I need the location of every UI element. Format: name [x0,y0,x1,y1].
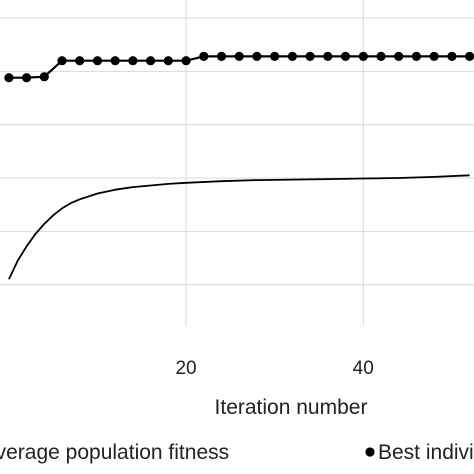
best-individual-point [75,56,85,66]
series-line-average-population-fitness [8,174,470,280]
x-tick-label: 20 [175,358,196,379]
best-individual-point [394,51,404,62]
best-individual-point [181,56,191,66]
best-individual-point [305,51,315,62]
x-axis-title: Iteration number [215,396,368,419]
best-individual-point [447,51,457,62]
best-individual-point [411,51,421,62]
x-axis-tick-labels: 20 40 [175,358,373,379]
best-individual-point [270,51,280,62]
legend-marker-best-individual [365,447,375,457]
legend: Average population fitness Best individua… [0,441,474,464]
gridlines [0,0,474,326]
best-individual-point [358,51,368,62]
best-individual-point [340,51,351,62]
best-individual-point [376,51,386,62]
best-individual-point [429,51,439,62]
best-individual-point [22,73,32,83]
legend-label-best-individual: Best individual [378,441,474,464]
best-individual-point [128,56,138,66]
best-individual-point [216,51,227,62]
best-individual-point [163,56,173,66]
best-individual-point [252,51,262,62]
best-individual-point [4,73,14,83]
best-individual-point [287,51,297,62]
x-tick-label: 40 [353,358,374,379]
best-individual-point [146,56,156,66]
best-individual-point [110,56,120,66]
best-individual-point [234,51,244,62]
best-individual-point [92,56,103,66]
best-individual-point [57,56,67,66]
best-individual-point [323,51,333,62]
best-individual-point [39,72,49,82]
plot-area [4,51,474,280]
legend-label-average-population-fitness: Average population fitness [0,441,229,464]
best-individual-point [199,51,209,62]
best-individual-point [465,51,474,61]
